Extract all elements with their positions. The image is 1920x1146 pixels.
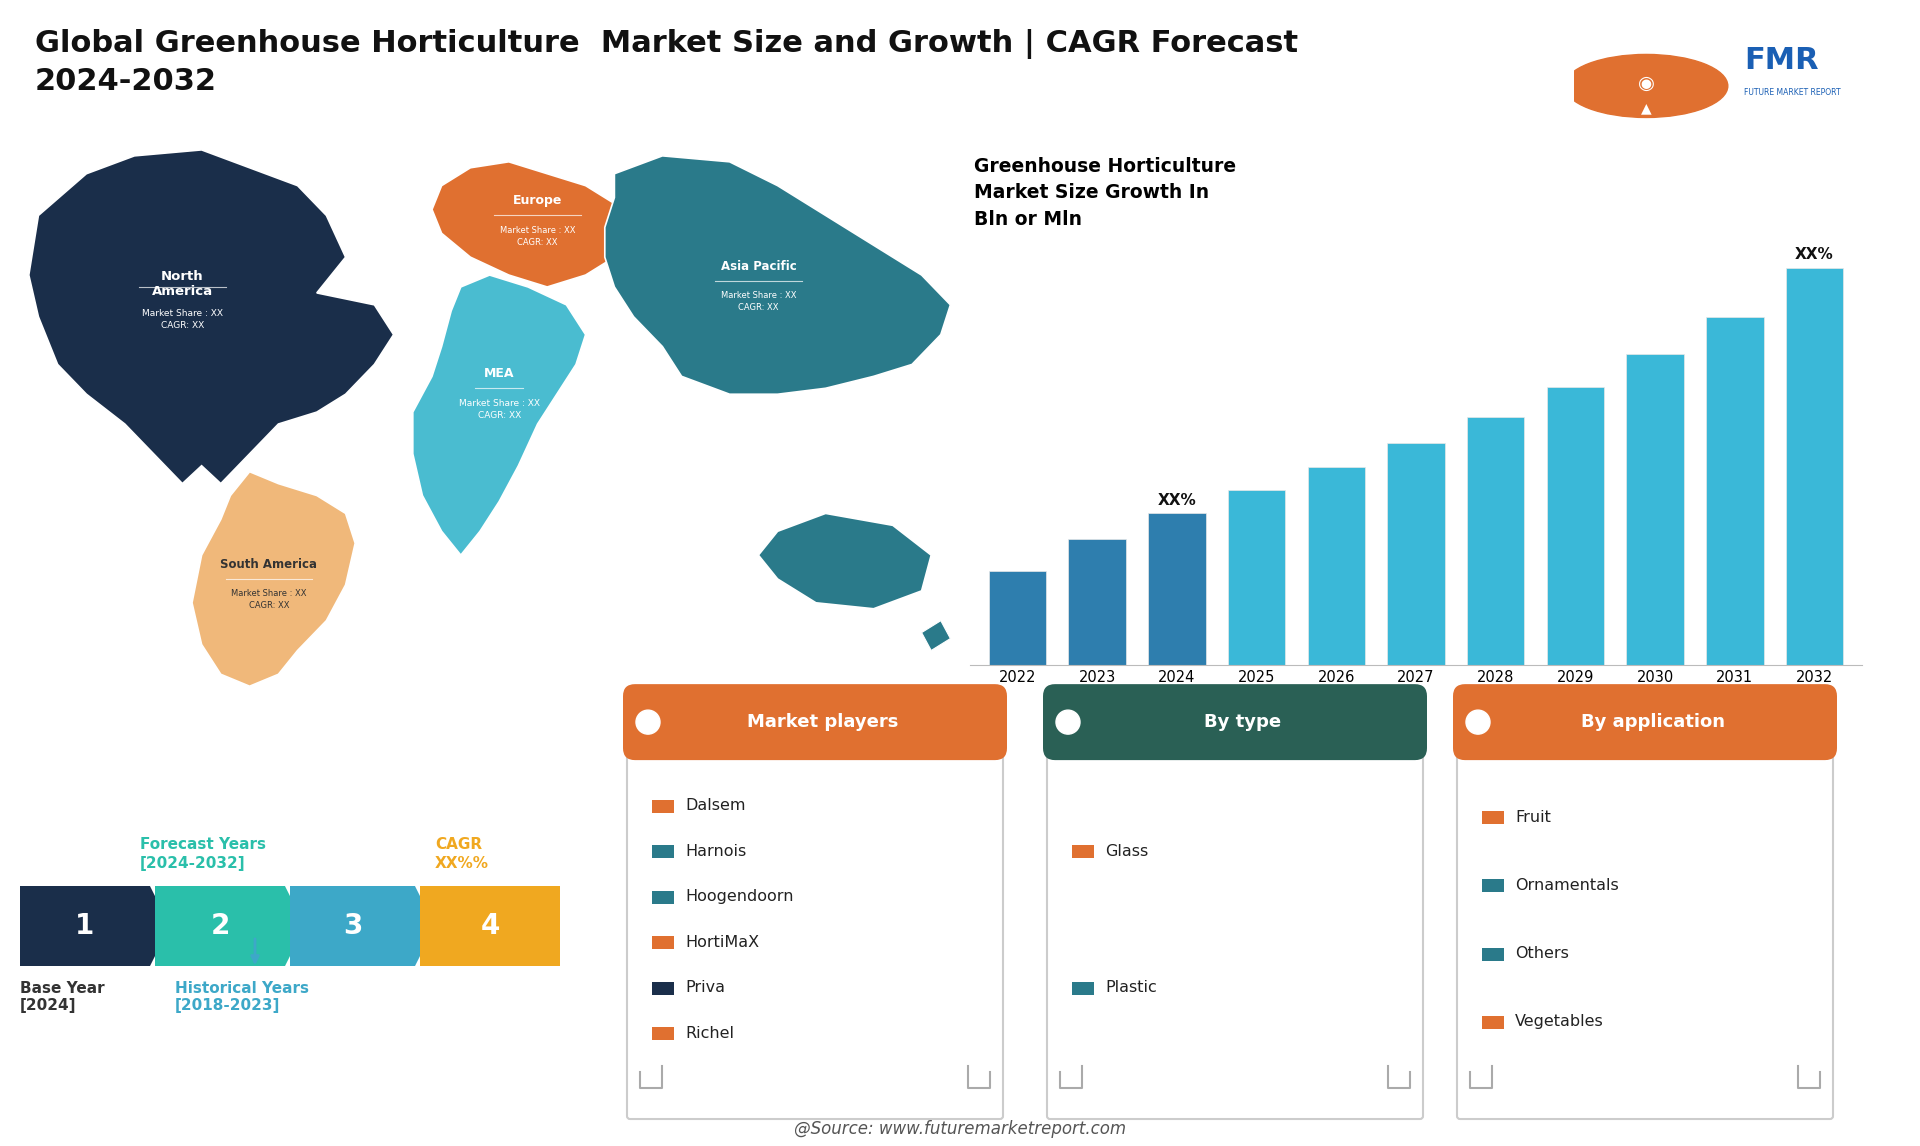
Circle shape (1565, 54, 1728, 118)
Polygon shape (284, 886, 305, 966)
Circle shape (636, 711, 660, 735)
Circle shape (1056, 711, 1079, 735)
Text: By application: By application (1580, 713, 1724, 731)
Polygon shape (922, 621, 950, 651)
Text: ▲: ▲ (1642, 102, 1651, 116)
Text: XX%: XX% (1795, 248, 1834, 262)
FancyBboxPatch shape (1046, 698, 1423, 1118)
Polygon shape (29, 150, 394, 484)
Text: XX%: XX% (1158, 493, 1196, 508)
Text: Market Share : XX
CAGR: XX: Market Share : XX CAGR: XX (142, 309, 223, 330)
Text: South America: South America (221, 558, 317, 571)
Polygon shape (415, 886, 436, 966)
Text: ◉: ◉ (1638, 74, 1655, 93)
Text: Glass: Glass (1106, 843, 1148, 858)
FancyBboxPatch shape (1457, 698, 1834, 1118)
Bar (1467, 417, 1524, 665)
Bar (1707, 317, 1764, 665)
FancyBboxPatch shape (1482, 879, 1503, 893)
Bar (1308, 466, 1365, 665)
FancyBboxPatch shape (1071, 982, 1094, 995)
Text: 1: 1 (75, 912, 94, 940)
FancyBboxPatch shape (653, 890, 674, 904)
Text: Global Greenhouse Horticulture  Market Size and Growth | CAGR Forecast
2024-2032: Global Greenhouse Horticulture Market Si… (35, 29, 1298, 96)
Text: CAGR
XX%%: CAGR XX%% (436, 838, 490, 871)
Text: Others: Others (1515, 947, 1569, 961)
Text: Market Share : XX
CAGR: XX: Market Share : XX CAGR: XX (459, 399, 540, 419)
Polygon shape (758, 513, 931, 609)
FancyBboxPatch shape (653, 800, 674, 813)
Text: Dalsem: Dalsem (685, 799, 745, 814)
Bar (1148, 513, 1206, 665)
Text: Market players: Market players (747, 713, 899, 731)
Text: Asia Pacific: Asia Pacific (720, 260, 797, 273)
Polygon shape (605, 156, 950, 394)
Bar (1068, 539, 1125, 665)
Bar (1786, 268, 1843, 665)
Text: MEA: MEA (484, 367, 515, 379)
Bar (989, 572, 1046, 665)
Text: Ornamentals: Ornamentals (1515, 878, 1619, 893)
Text: Vegetables: Vegetables (1515, 1014, 1603, 1029)
Text: Greenhouse Horticulture
Market Size Growth In
Bln or Mln: Greenhouse Horticulture Market Size Grow… (973, 157, 1236, 229)
Text: Priva: Priva (685, 980, 726, 995)
Circle shape (1467, 711, 1490, 735)
Polygon shape (432, 162, 634, 286)
Polygon shape (413, 275, 586, 555)
Text: Richel: Richel (685, 1026, 733, 1041)
Text: Market Share : XX
CAGR: XX: Market Share : XX CAGR: XX (499, 226, 576, 246)
FancyBboxPatch shape (653, 846, 674, 858)
Text: Fruit: Fruit (1515, 810, 1551, 825)
FancyBboxPatch shape (1043, 684, 1427, 760)
FancyBboxPatch shape (1482, 948, 1503, 960)
Text: Harnois: Harnois (685, 843, 747, 858)
FancyBboxPatch shape (19, 886, 150, 966)
FancyBboxPatch shape (1482, 811, 1503, 824)
Text: Forecast Years
[2024-2032]: Forecast Years [2024-2032] (140, 838, 267, 871)
FancyBboxPatch shape (290, 886, 415, 966)
Text: @Source: www.futuremarketreport.com: @Source: www.futuremarketreport.com (795, 1120, 1125, 1138)
Polygon shape (150, 886, 171, 966)
FancyBboxPatch shape (628, 698, 1002, 1118)
Text: Plastic: Plastic (1106, 980, 1156, 995)
FancyBboxPatch shape (653, 936, 674, 949)
Text: North
America: North America (152, 270, 213, 298)
Text: 2: 2 (211, 912, 230, 940)
FancyBboxPatch shape (1071, 846, 1094, 858)
Text: Historical Years
[2018-2023]: Historical Years [2018-2023] (175, 981, 309, 1013)
Bar (1548, 387, 1603, 665)
FancyBboxPatch shape (1482, 1015, 1503, 1029)
Text: By type: By type (1204, 713, 1281, 731)
FancyBboxPatch shape (156, 886, 284, 966)
Bar (1388, 442, 1444, 665)
Text: Hoogendoorn: Hoogendoorn (685, 889, 793, 904)
Text: Base Year
[2024]: Base Year [2024] (19, 981, 104, 1013)
FancyBboxPatch shape (653, 1027, 674, 1041)
Polygon shape (192, 472, 355, 686)
Text: HortiMaX: HortiMaX (685, 935, 758, 950)
Text: FMR: FMR (1743, 46, 1818, 76)
Bar (1626, 354, 1684, 665)
Text: FUTURE MARKET REPORT: FUTURE MARKET REPORT (1743, 88, 1841, 96)
Text: Market Share : XX
CAGR: XX: Market Share : XX CAGR: XX (720, 291, 797, 312)
FancyBboxPatch shape (622, 684, 1006, 760)
Text: Europe: Europe (513, 194, 563, 207)
Text: 3: 3 (344, 912, 363, 940)
FancyBboxPatch shape (420, 886, 561, 966)
FancyBboxPatch shape (653, 982, 674, 995)
Bar (1229, 490, 1284, 665)
FancyBboxPatch shape (1453, 684, 1837, 760)
Text: Market Share : XX
CAGR: XX: Market Share : XX CAGR: XX (230, 589, 307, 610)
Text: 4: 4 (480, 912, 499, 940)
